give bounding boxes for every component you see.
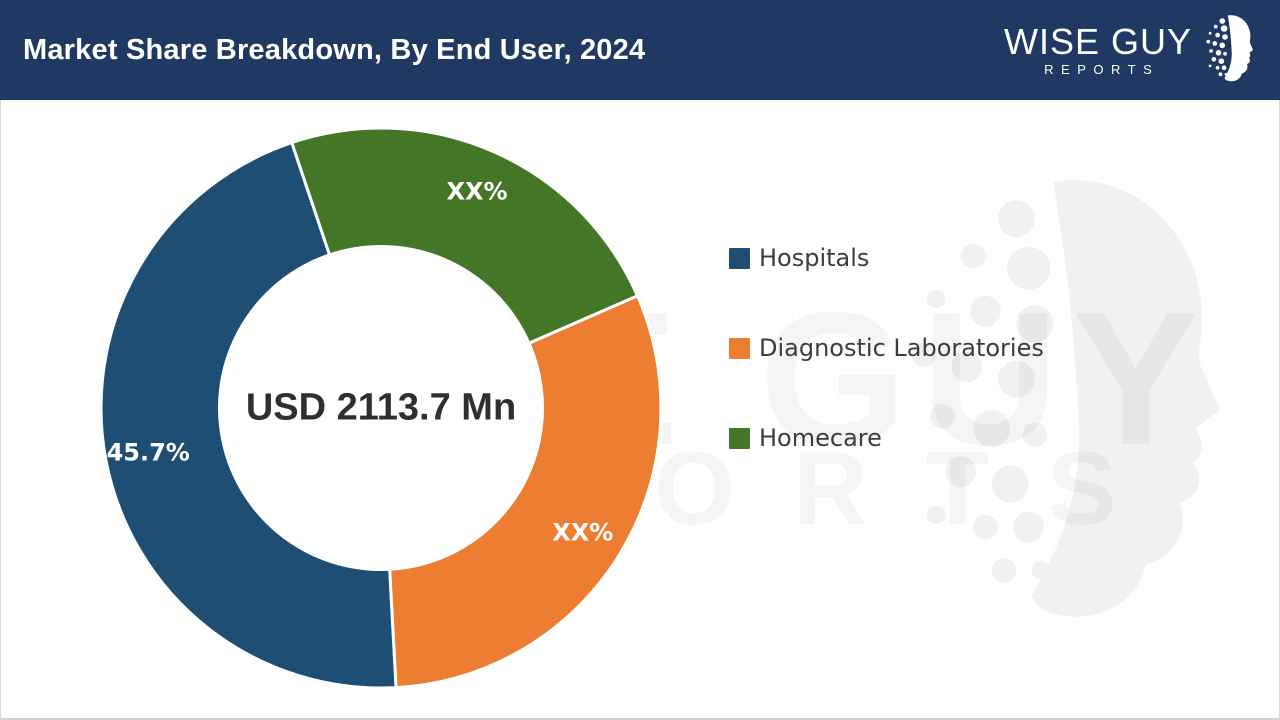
logo-line2: REPORTS bbox=[1044, 62, 1160, 78]
slice-label: 45.7% bbox=[107, 439, 190, 467]
face-profile-icon bbox=[1206, 15, 1254, 82]
header-bar: Market Share Breakdown, By End User, 202… bbox=[0, 0, 1280, 100]
logo-wordmark: WISE GUY REPORTS bbox=[1003, 20, 1192, 78]
logo-line1: WISE GUY bbox=[1003, 20, 1192, 62]
legend-item-diagnostic-laboratories: Diagnostic Laboratories bbox=[729, 335, 1044, 361]
donut-hole bbox=[218, 245, 544, 571]
legend-label: Hospitals bbox=[759, 244, 870, 272]
legend-swatch-diagnostic-laboratories bbox=[729, 337, 750, 359]
legend-item-homecare: Homecare bbox=[729, 425, 1044, 451]
wise-guy-logo: WISE GUY REPORTS bbox=[1004, 11, 1254, 89]
page-title: Market Share Breakdown, By End User, 202… bbox=[23, 33, 646, 66]
legend-label: Diagnostic Laboratories bbox=[759, 334, 1044, 362]
chart-legend: Hospitals Diagnostic Laboratories Homeca… bbox=[729, 245, 1044, 515]
legend-swatch-hospitals bbox=[729, 247, 750, 269]
watermark-face-icon bbox=[911, 180, 1220, 617]
legend-swatch-homecare bbox=[729, 427, 750, 449]
slice-label: XX% bbox=[552, 518, 613, 546]
legend-item-hospitals: Hospitals bbox=[729, 245, 1044, 271]
slice-label: XX% bbox=[446, 177, 507, 205]
chart-area: WISE GUY REPORTS 45.7%XX%XX% USD 2113.7 … bbox=[0, 100, 1280, 720]
donut-center-value: USD 2113.7 Mn bbox=[245, 386, 517, 429]
legend-label: Homecare bbox=[759, 424, 882, 452]
donut-chart: 45.7% XX% XX% bbox=[99, 126, 663, 690]
